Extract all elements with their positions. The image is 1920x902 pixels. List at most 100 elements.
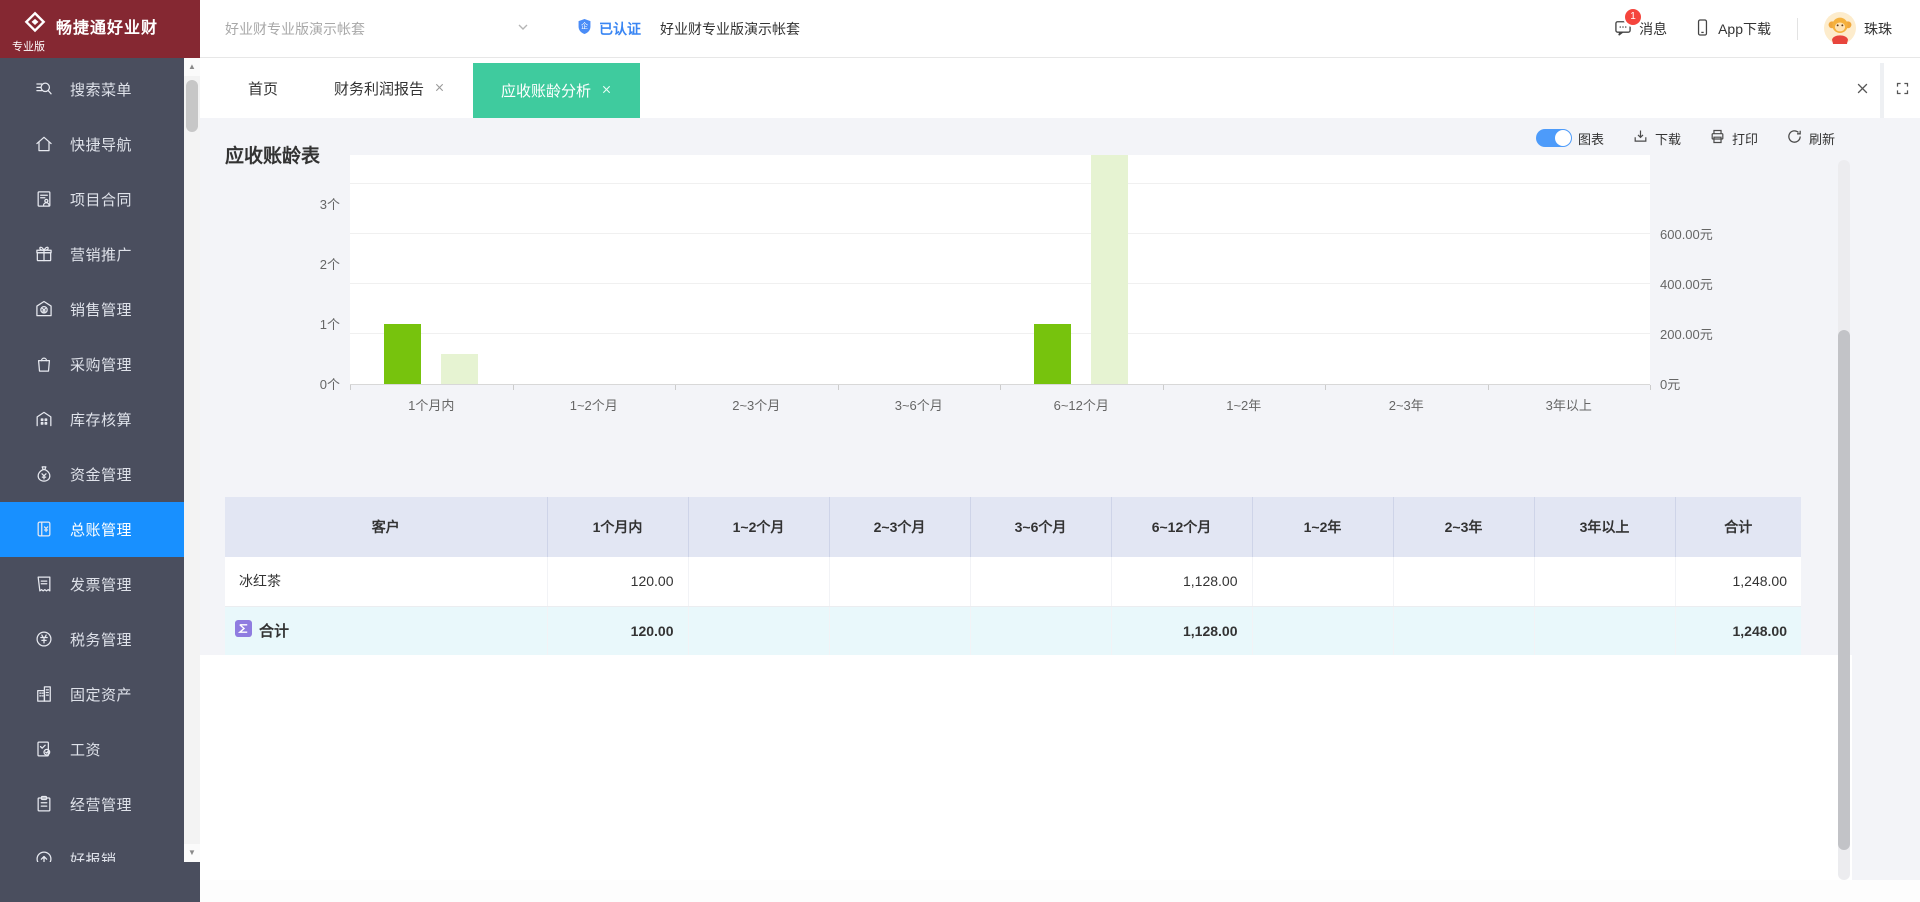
sidebar-item-1[interactable]: 快捷导航 [0,117,184,172]
home-icon [34,134,54,154]
total-value-cell [829,606,971,655]
sales-icon [34,299,54,319]
left-axis-tick: 0个 [319,377,340,392]
sidebar-item-label: 采购管理 [70,357,133,374]
sidebar-item-label: 发票管理 [70,577,133,594]
warehouse-icon [34,409,54,429]
messages-label: 消息 [1639,21,1668,37]
sidebar-item-4[interactable]: 销售管理 [0,282,184,337]
sidebar-item-label: 搜索菜单 [70,82,133,99]
tab-0[interactable]: 首页 [220,58,306,118]
column-header-6: 1~2年 [1252,497,1394,557]
right-axis-tick: 600.00元 [1660,227,1713,242]
tab-bar: 首页 财务利润报告 应收账龄分析 [200,58,1920,118]
sidebar-item-7[interactable]: 资金管理 [0,447,184,502]
category-label-0: 1个月内 [408,398,455,413]
category-label-7: 3年以上 [1545,398,1592,413]
value-cell: 120.00 [547,557,689,607]
sidebar-item-0[interactable]: 搜索菜单 [0,62,184,117]
column-header-8: 3年以上 [1534,497,1676,557]
sidebar-item-12[interactable]: 工资 [0,722,184,777]
scroll-up-icon[interactable]: ▲ [184,58,200,76]
sidebar-item-11[interactable]: 固定资产 [0,667,184,722]
header-actions: 消息 1 App下载 珠珠 [1613,0,1892,58]
refresh-button[interactable]: 刷新 [1786,128,1835,148]
value-cell: 1,248.00 [1675,557,1801,607]
sidebar-scrollbar-thumb[interactable] [186,80,198,132]
left-axis-tick: 2个 [319,257,340,272]
sidebar-item-6[interactable]: 库存核算 [0,392,184,447]
messages-button[interactable]: 消息 1 [1613,8,1668,41]
total-value-cell [970,606,1112,655]
sidebar-item-14[interactable]: 好报销 [0,832,184,862]
right-axis-tick: 200.00元 [1660,327,1713,342]
sidebar-item-2[interactable]: 项目合同 [0,172,184,227]
tab-1[interactable]: 财务利润报告 [306,58,473,118]
horizontal-scrollbar-track[interactable] [200,880,1920,902]
category-label-5: 1~2年 [1226,398,1262,413]
brand-block: 畅捷通好业财 专业版 [0,0,200,58]
invoice-icon [34,574,54,594]
value-cell [688,557,830,607]
sidebar-item-label: 项目合同 [70,192,133,209]
user-menu[interactable]: 珠珠 [1824,11,1892,47]
count-bar-4 [1034,324,1072,384]
left-axis-tick: 3个 [319,197,340,212]
amount-bar-0 [441,354,479,384]
sidebar-item-label: 税务管理 [70,632,133,649]
sidebar-item-label: 库存核算 [70,412,133,429]
column-header-4: 3~6个月 [970,497,1112,557]
chanjet-logo-icon [22,10,48,41]
sidebar-item-3[interactable]: 营销推广 [0,227,184,282]
tab-close-icon[interactable] [601,82,612,99]
fullscreen-button[interactable] [1884,63,1920,118]
page-title: 应收账龄表 [225,145,321,167]
sidebar-item-13[interactable]: 经营管理 [0,777,184,832]
download-label: 下载 [1654,131,1681,147]
sidebar-item-8[interactable]: 总账管理 [0,502,184,557]
content-background-panel [200,655,1852,902]
column-header-0: 客户 [225,497,548,557]
sidebar-item-label: 固定资产 [70,687,133,704]
app-download-button[interactable]: App下载 [1693,18,1771,40]
right-axis-tick: 400.00元 [1660,277,1713,292]
value-cell [970,557,1112,607]
sidebar-item-10[interactable]: 税务管理 [0,612,184,667]
main-content: 应收账龄表 图表 下载 打印 刷新 0个 1个 2个 3个 0元 200.00元 400.0… [200,118,1920,902]
user-name: 珠珠 [1864,21,1892,37]
table-header: 客户 1个月内 1~2个月 2~3个月 3~6个月 6~12个月 1~2年 2~3年 3年以上合… [225,497,1801,557]
download-button[interactable]: 下载 [1632,128,1681,148]
value-cell [1252,557,1394,607]
toggle-knob [1554,130,1571,146]
account-select[interactable]: 好业财专业版演示帐套 [225,0,531,58]
tab-2[interactable]: 应收账龄分析 [473,63,641,118]
shield-enterprise-icon: 企 [575,17,594,41]
scroll-down-icon[interactable]: ▼ [184,844,200,862]
tab-close-icon[interactable] [434,80,445,97]
tab-label: 首页 [248,80,279,98]
chart-toggle-switch[interactable] [1535,129,1572,147]
sidebar-item-5[interactable]: 采购管理 [0,337,184,392]
tab-actions [1844,63,1920,118]
column-header-1: 1个月内 [547,497,689,557]
total-value-cell [1252,606,1394,655]
category-label-1: 1~2个月 [569,398,618,413]
chart-toggle-label: 图表 [1577,131,1604,147]
table-total-row: 合计 120.00 1,128.00 1,248.00 [225,606,1801,655]
category-label-6: 2~3年 [1388,398,1424,413]
reimburse-icon [34,849,54,862]
total-value-cell: 120.00 [547,606,689,655]
total-value-cell [688,606,830,655]
column-header-7: 2~3年 [1393,497,1535,557]
category-label-3: 3~6个月 [894,398,943,413]
sidebar-item-label: 快捷导航 [70,137,133,154]
search-icon [34,79,54,99]
print-button[interactable]: 打印 [1709,128,1758,148]
close-tabs-button[interactable] [1844,63,1880,118]
chevron-down-icon [515,19,531,40]
sidebar-item-9[interactable]: 发票管理 [0,557,184,612]
left-axis-tick: 1个 [319,317,340,332]
verified-label: 已认证 [599,21,641,37]
axis-tick-mark [1000,385,1001,390]
content-scrollbar-thumb[interactable] [1838,330,1850,850]
